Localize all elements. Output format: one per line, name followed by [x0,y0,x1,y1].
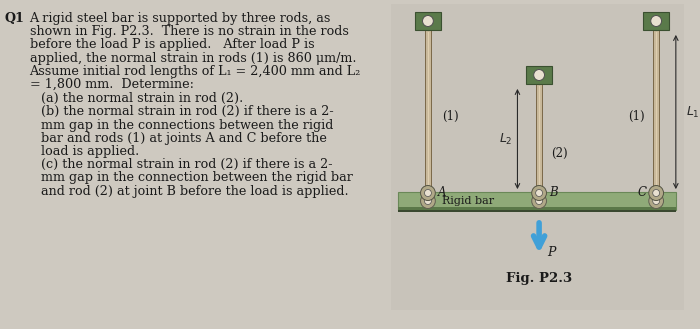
Circle shape [421,193,435,209]
Bar [398,192,676,210]
Text: applied, the normal strain in rods (1) is 860 μm/m.: applied, the normal strain in rods (1) i… [29,52,356,64]
Bar [425,30,430,195]
Bar [654,30,659,195]
Bar [398,210,676,212]
Text: A: A [438,187,447,199]
Circle shape [652,197,659,205]
Text: $L_2$: $L_2$ [499,132,512,146]
Text: (a) the normal strain in rod (2).: (a) the normal strain in rod (2). [41,92,244,105]
Circle shape [532,186,547,200]
Circle shape [423,15,433,27]
Text: Rigid bar: Rigid bar [442,196,493,206]
Circle shape [536,197,542,205]
Text: = 1,800 mm.  Determine:: = 1,800 mm. Determine: [29,78,193,91]
Text: C: C [637,187,646,199]
Text: Fig. P2.3: Fig. P2.3 [506,272,572,285]
Circle shape [649,193,664,209]
Text: load is applied.: load is applied. [41,145,139,158]
Bar [391,4,684,310]
Text: (c) the normal strain in rod (2) if there is a 2-: (c) the normal strain in rod (2) if ther… [41,158,332,171]
Text: B: B [549,187,558,199]
Bar [398,207,676,210]
Circle shape [536,190,542,196]
Text: mm gap in the connection between the rigid bar: mm gap in the connection between the rig… [41,171,354,184]
Text: Assume initial rod lengths of L₁ = 2,400 mm and L₂: Assume initial rod lengths of L₁ = 2,400… [29,65,360,78]
Circle shape [532,193,547,209]
Circle shape [533,69,545,81]
Bar [536,84,542,195]
Text: Q1: Q1 [5,12,24,25]
Text: (2): (2) [551,147,568,160]
Text: (b) the normal strain in rod (2) if there is a 2-: (b) the normal strain in rod (2) if ther… [41,105,334,118]
Circle shape [424,190,431,196]
Text: bar and rods (1) at joints A and C before the: bar and rods (1) at joints A and C befor… [41,132,327,145]
Text: P: P [547,245,555,259]
FancyBboxPatch shape [526,66,552,84]
Circle shape [652,190,659,196]
Text: shown in Fig. P2.3.  There is no strain in the rods: shown in Fig. P2.3. There is no strain i… [29,25,349,38]
FancyBboxPatch shape [643,12,669,30]
Text: (1): (1) [442,110,458,123]
Circle shape [649,186,664,200]
Text: A rigid steel bar is supported by three rods, as: A rigid steel bar is supported by three … [29,12,331,25]
Circle shape [424,197,431,205]
Text: mm gap in the connections between the rigid: mm gap in the connections between the ri… [41,118,334,132]
Text: before the load P is applied.   After load P is: before the load P is applied. After load… [29,38,314,51]
Circle shape [651,15,661,27]
Text: (1): (1) [628,110,645,123]
Text: and rod (2) at joint B before the load is applied.: and rod (2) at joint B before the load i… [41,185,349,198]
Text: $L_1$: $L_1$ [686,104,699,119]
FancyBboxPatch shape [415,12,441,30]
Circle shape [421,186,435,200]
